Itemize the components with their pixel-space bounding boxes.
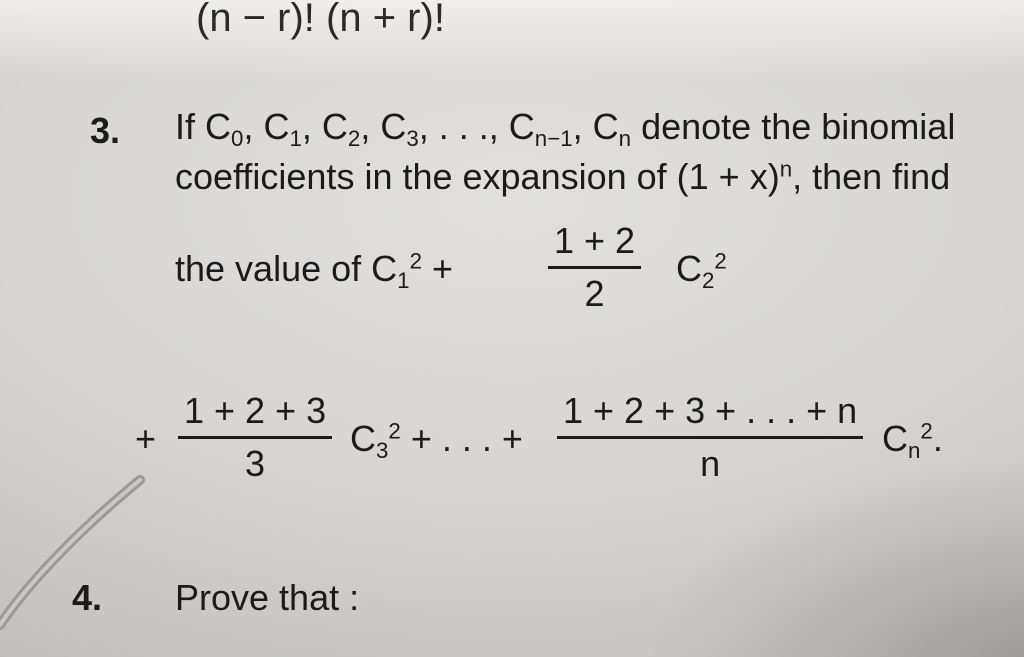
fraction-den: n (557, 443, 863, 483)
q3-line2-text: coefficients in the expansion of (1 + x) (175, 156, 780, 197)
q3-frac-3: 1 + 2 + 3 + . . . + n n (557, 392, 863, 483)
q3-line3-prefix: the value of (175, 248, 371, 289)
q3-line2: coefficients in the expansion of (1 + x)… (175, 156, 950, 198)
q3-coeff-c0: C0 (205, 106, 243, 147)
q3-frac-1: 1 + 2 2 (548, 222, 641, 313)
plus: + (432, 248, 453, 289)
fraction-den: 3 (178, 443, 332, 483)
q3-line1-prefix: If (175, 106, 205, 147)
q3-line4-mid: C32 + . . . + (350, 418, 523, 464)
q3-c2sq: C22 (676, 248, 727, 289)
fraction-bar (548, 266, 641, 269)
fraction-num: 1 + 2 (548, 222, 641, 262)
q3-line4-dots: + . . . + (401, 418, 523, 459)
fraction-bar (178, 436, 332, 439)
q4-text: Prove that : (175, 577, 359, 619)
q3-coeff-c2: C2 (322, 106, 360, 147)
q3-line3-left: the value of C12 + (175, 248, 453, 294)
q4-number: 4. (72, 577, 102, 619)
q3-line4-plus: + (135, 418, 156, 460)
fraction: 1 + 2 + 3 3 (178, 392, 332, 483)
q3-coeff-cnm1: Cn−1 (509, 106, 573, 147)
q3-line1-mid: denote the binomial (641, 106, 955, 147)
top-equals: = (145, 0, 168, 5)
fraction-bar (557, 436, 863, 439)
fraction: 1 + 2 2 (548, 222, 641, 313)
q3-coeff-cn: Cn (593, 106, 631, 147)
top-fraction-denominator: (n − r)! (n + r)! (196, 0, 445, 41)
q3-coeff-c3: C3 (380, 106, 418, 147)
q3-line4-end: Cn2. (882, 418, 943, 464)
q3-number: 3. (90, 110, 120, 152)
q3-line1: If C0, C1, C2, C3, . . ., Cn−1, Cn denot… (175, 106, 955, 152)
q3-line2-exp: n (780, 157, 792, 182)
paper-shade-bottom-right (644, 457, 1024, 657)
page: = (n − r)! (n + r)! 3. If C0, C1, C2, C3… (0, 0, 1024, 657)
q3-coeff-c1: C1 (263, 106, 301, 147)
q3-cnsq: Cn2 (882, 418, 933, 459)
q3-c3sq: C32 (350, 418, 401, 459)
q3-frac-2: 1 + 2 + 3 3 (178, 392, 332, 483)
fraction-num: 1 + 2 + 3 + . . . + n (557, 392, 863, 432)
fraction: 1 + 2 + 3 + . . . + n n (557, 392, 863, 483)
q3-line2-suffix: , then find (792, 156, 950, 197)
q3-line3-right: C22 (676, 248, 727, 294)
paper-shade-top (0, 0, 1024, 80)
q3-period: . (933, 418, 943, 459)
fraction-den: 2 (548, 273, 641, 313)
fraction-num: 1 + 2 + 3 (178, 392, 332, 432)
q3-c1sq: C12 (371, 248, 422, 289)
